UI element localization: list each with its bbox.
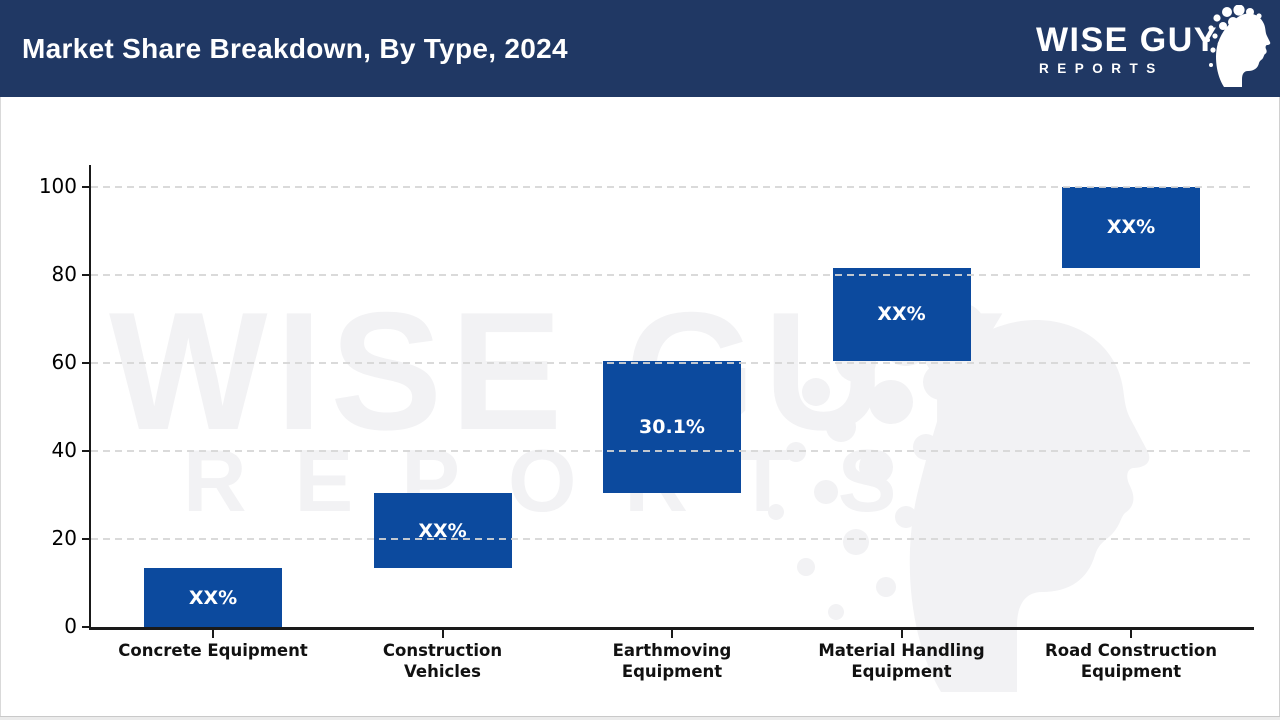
logo-head-icon <box>1206 5 1271 87</box>
x-tick <box>212 629 214 638</box>
y-tick-label-40: 40 <box>51 438 77 462</box>
x-category-label: Road Construction Equipment <box>1045 641 1217 681</box>
bar-segment: 30.1% <box>603 360 741 494</box>
y-tick-20 <box>82 538 91 540</box>
plot: 0 20 40 60 80 100 XX% XX% 30.1% XX% XX% Concrete Eq… <box>1 97 1279 716</box>
bar-value-label: 30.1% <box>639 416 705 439</box>
gridline-60 <box>91 362 1254 364</box>
x-tick <box>441 629 444 638</box>
y-tick-label-20: 20 <box>51 526 77 550</box>
gridline-100 <box>91 186 1254 188</box>
bar-segment: XX% <box>832 267 971 361</box>
x-category-label: Material Handling Equipment <box>818 641 985 681</box>
x-tick <box>671 629 673 638</box>
y-tick-label-60: 60 <box>51 350 77 374</box>
bar-segment: XX% <box>373 493 512 569</box>
bottom-edge-strip <box>0 716 1280 720</box>
y-tick-label-80: 80 <box>51 262 77 286</box>
y-tick-label-100: 100 <box>38 174 77 198</box>
y-tick-40 <box>82 450 91 452</box>
x-category-label: Concrete Equipment <box>118 641 308 660</box>
chart-area: WISE GUY REPORTS 0 20 40 60 80 100 XX% XX% 30.1%… <box>0 97 1280 716</box>
bar-segment: XX% <box>1062 187 1200 268</box>
y-tick-0 <box>82 626 91 628</box>
bar-segment: XX% <box>144 568 282 627</box>
header-bar: Market Share Breakdown, By Type, 2024 WI… <box>0 0 1280 97</box>
gridline-40 <box>91 450 1254 452</box>
bar-value-label: XX% <box>418 519 467 542</box>
gridline-20 <box>91 538 1254 540</box>
x-tick <box>1130 629 1132 638</box>
bar-value-label: XX% <box>188 586 238 609</box>
wise-guy-reports-logo: WISE GUY REPORTS <box>1036 5 1272 93</box>
page-title: Market Share Breakdown, By Type, 2024 <box>22 32 568 64</box>
x-category-label: Construction Vehicles <box>382 641 503 681</box>
gridline-80 <box>91 274 1254 276</box>
x-axis-line <box>88 627 1254 630</box>
bar-value-label: XX% <box>877 303 926 326</box>
y-tick-label-0: 0 <box>64 614 77 638</box>
bar-value-label: XX% <box>1106 216 1156 239</box>
y-tick-80 <box>82 274 91 276</box>
logo-wordmark: WISE GUY <box>1035 21 1218 59</box>
y-tick-100 <box>82 186 91 188</box>
x-category-label: Earthmoving Equipment <box>612 641 732 681</box>
logo-subtitle: REPORTS <box>1038 61 1164 76</box>
y-axis-line <box>88 165 91 630</box>
x-tick <box>900 629 903 638</box>
logo-text: WISE GUY REPORTS <box>1036 22 1218 76</box>
y-tick-60 <box>82 362 91 364</box>
